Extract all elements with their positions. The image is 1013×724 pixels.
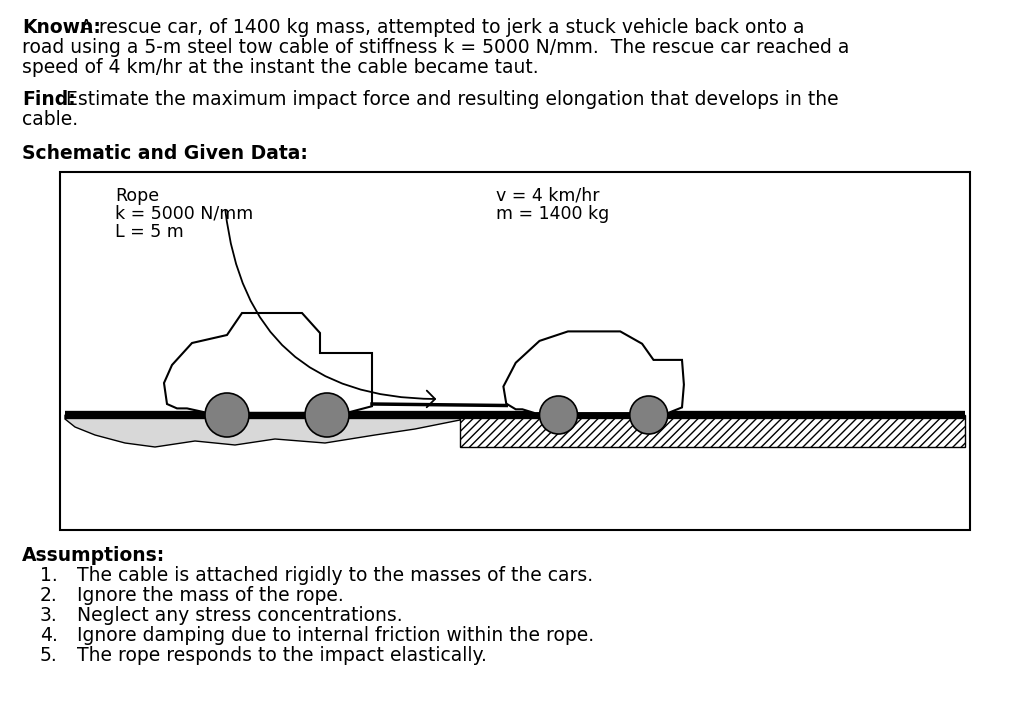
Text: Schematic and Given Data:: Schematic and Given Data: — [22, 144, 308, 163]
Polygon shape — [503, 332, 684, 413]
Text: 5.: 5. — [40, 646, 58, 665]
Circle shape — [205, 393, 249, 437]
Text: Find:: Find: — [22, 90, 76, 109]
FancyArrowPatch shape — [225, 210, 435, 408]
Text: road using a 5-m steel tow cable of stiffness k = 5000 N/mm.  The rescue car rea: road using a 5-m steel tow cable of stif… — [22, 38, 849, 57]
Text: v = 4 km/hr: v = 4 km/hr — [496, 187, 600, 205]
Bar — [60, 172, 970, 530]
Text: A rescue car, of 1400 kg mass, attempted to jerk a stuck vehicle back onto a: A rescue car, of 1400 kg mass, attempted… — [74, 18, 804, 37]
Text: Ignore damping due to internal friction within the rope.: Ignore damping due to internal friction … — [77, 626, 595, 645]
Polygon shape — [65, 415, 460, 447]
Circle shape — [630, 396, 668, 434]
Polygon shape — [164, 313, 372, 413]
Text: speed of 4 km/hr at the instant the cable became taut.: speed of 4 km/hr at the instant the cabl… — [22, 58, 539, 77]
Text: k = 5000 N/mm: k = 5000 N/mm — [115, 205, 253, 223]
Text: The cable is attached rigidly to the masses of the cars.: The cable is attached rigidly to the mas… — [77, 566, 594, 585]
Circle shape — [305, 393, 349, 437]
Text: L = 5 m: L = 5 m — [115, 223, 183, 241]
Text: Ignore the mass of the rope.: Ignore the mass of the rope. — [77, 586, 343, 605]
Text: cable.: cable. — [22, 110, 78, 129]
Text: The rope responds to the impact elastically.: The rope responds to the impact elastica… — [77, 646, 487, 665]
Text: 2.: 2. — [40, 586, 58, 605]
Text: Known:: Known: — [22, 18, 101, 37]
Text: Rope: Rope — [115, 187, 159, 205]
Text: Assumptions:: Assumptions: — [22, 546, 165, 565]
Text: 1.: 1. — [40, 566, 58, 585]
Bar — [460, 415, 965, 447]
Text: 3.: 3. — [40, 606, 58, 625]
Text: m = 1400 kg: m = 1400 kg — [496, 205, 609, 223]
Circle shape — [540, 396, 577, 434]
Text: Estimate the maximum impact force and resulting elongation that develops in the: Estimate the maximum impact force and re… — [60, 90, 839, 109]
Text: Neglect any stress concentrations.: Neglect any stress concentrations. — [77, 606, 402, 625]
Text: 4.: 4. — [40, 626, 58, 645]
